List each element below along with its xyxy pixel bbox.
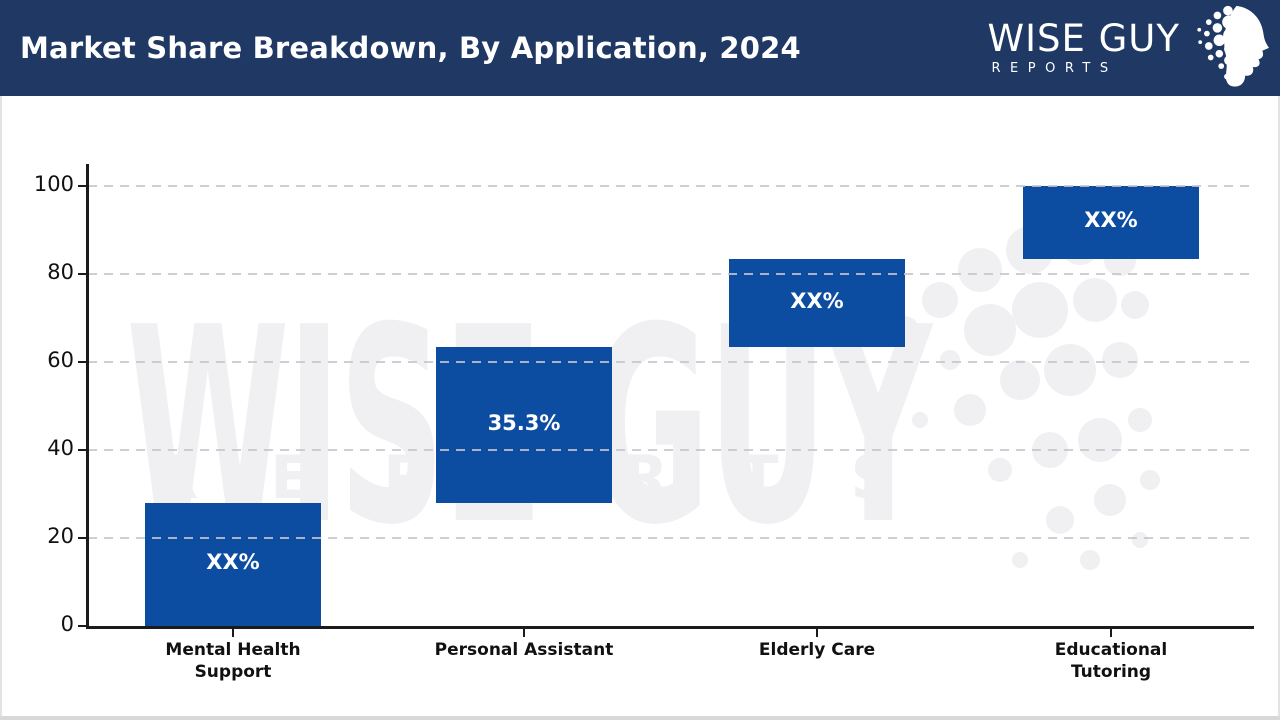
y-tick-label-80: 80 bbox=[47, 260, 74, 284]
x-category-label-3: Elderly Care bbox=[758, 640, 876, 660]
gridline-20 bbox=[88, 537, 1252, 539]
y-tick-mark-0 bbox=[78, 625, 86, 627]
x-axis-line bbox=[86, 626, 1254, 629]
gridline-60 bbox=[88, 361, 1252, 363]
brand-name: WISE GUY bbox=[987, 17, 1180, 60]
bar-value-label-4: XX% bbox=[1084, 208, 1138, 233]
y-tick-mark-60 bbox=[78, 361, 86, 363]
x-tick-mark-3 bbox=[816, 629, 818, 637]
y-tick-mark-100 bbox=[78, 185, 86, 187]
bar-value-label-2: 35.3% bbox=[487, 411, 561, 436]
brand-logo-text: WISE GUY REPORTS bbox=[988, 20, 1180, 76]
brand-logo: WISE GUY REPORTS bbox=[988, 3, 1270, 93]
y-tick-label-100: 100 bbox=[33, 172, 74, 196]
y-tick-label-0: 0 bbox=[60, 612, 74, 636]
gridline-80 bbox=[88, 273, 1252, 275]
x-category-label-1: Mental Health Support bbox=[165, 640, 301, 682]
brand-head-icon bbox=[1182, 3, 1270, 93]
bottom-divider bbox=[0, 716, 1280, 720]
y-tick-label-20: 20 bbox=[47, 524, 74, 548]
bar-segment-2 bbox=[436, 347, 612, 503]
watermark-head-dots-icon bbox=[855, 222, 1185, 606]
y-tick-mark-20 bbox=[78, 537, 86, 539]
y-axis-line bbox=[86, 164, 89, 629]
page-title: Market Share Breakdown, By Application, … bbox=[20, 31, 801, 65]
bar-value-label-3: XX% bbox=[790, 289, 844, 314]
bar-segment-4 bbox=[1023, 186, 1199, 259]
y-tick-mark-80 bbox=[78, 273, 86, 275]
y-tick-label-60: 60 bbox=[47, 348, 74, 372]
bar-segment-1 bbox=[145, 502, 321, 626]
gridline-100 bbox=[88, 185, 1252, 187]
gridline-40 bbox=[88, 449, 1252, 451]
x-tick-mark-2 bbox=[523, 629, 525, 637]
x-category-label-2: Personal Assistant bbox=[434, 640, 614, 660]
x-tick-mark-1 bbox=[232, 629, 234, 637]
x-category-label-4: Educational Tutoring bbox=[1054, 640, 1168, 682]
bar-value-label-1: XX% bbox=[206, 550, 260, 575]
y-tick-label-40: 40 bbox=[47, 436, 74, 460]
brand-tagline: REPORTS bbox=[991, 61, 1118, 76]
x-tick-mark-4 bbox=[1110, 629, 1112, 637]
header-bar: Market Share Breakdown, By Application, … bbox=[0, 0, 1280, 96]
y-tick-mark-40 bbox=[78, 449, 86, 451]
